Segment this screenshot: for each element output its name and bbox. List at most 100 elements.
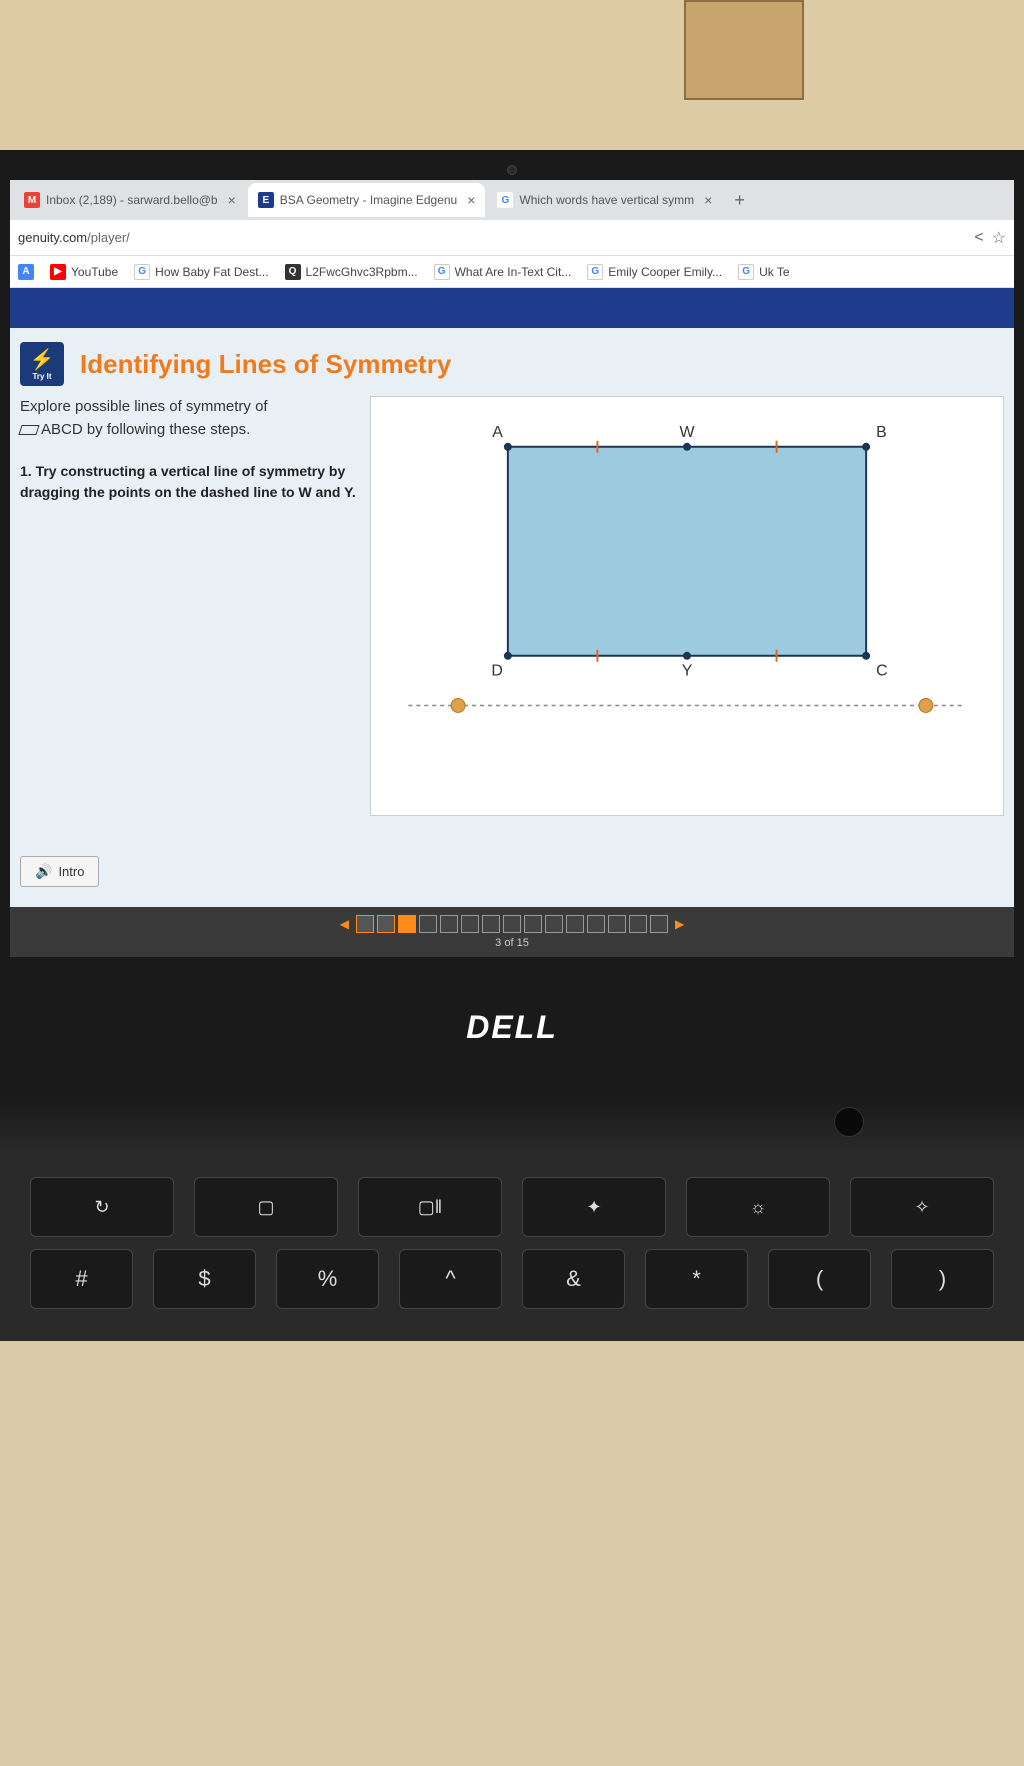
intro-label: Intro — [58, 864, 84, 879]
svg-text:B: B — [876, 424, 887, 441]
tab-title: BSA Geometry - Imagine Edgenu — [280, 193, 457, 207]
browser-tab[interactable]: G Which words have vertical symm × — [487, 183, 722, 217]
pager-step[interactable] — [440, 915, 458, 933]
close-icon[interactable]: × — [704, 192, 712, 208]
pager-step[interactable] — [608, 915, 626, 933]
pager-step[interactable] — [650, 915, 668, 933]
pager-step[interactable] — [503, 915, 521, 933]
parallelogram-icon — [18, 425, 39, 435]
tab-title: Inbox (2,189) - sarward.bello@b — [46, 193, 218, 207]
bookmark-item[interactable]: GWhat Are In-Text Cit... — [434, 264, 572, 280]
keyboard-key: # — [30, 1249, 133, 1309]
keyboard-key: $ — [153, 1249, 256, 1309]
url-display[interactable]: genuity.com/player/ — [18, 230, 966, 245]
address-bar: genuity.com/player/ < ☆ — [10, 220, 1014, 256]
browser-tab[interactable]: M Inbox (2,189) - sarward.bello@b × — [14, 183, 246, 217]
pager-step[interactable] — [524, 915, 542, 933]
bookmark-icon: G — [434, 264, 450, 280]
bookmark-item[interactable]: ▶ YouTube — [50, 264, 118, 280]
keyboard-key: ✧ — [850, 1177, 994, 1237]
pager-prev-icon[interactable]: ◀ — [336, 917, 353, 931]
pager-step[interactable] — [587, 915, 605, 933]
bookmark-item[interactable]: GHow Baby Fat Dest... — [134, 264, 268, 280]
bookmark-label: Uk Te — [759, 265, 789, 279]
close-icon[interactable]: × — [467, 192, 475, 208]
bookmark-label: L2FwcGhvc3Rpbm... — [306, 265, 418, 279]
screen: M Inbox (2,189) - sarward.bello@b × E BSA Ge… — [10, 180, 1014, 957]
keyboard-key: & — [522, 1249, 625, 1309]
tryit-label: Try It — [32, 372, 51, 381]
keyboard-key: ▢ — [194, 1177, 338, 1237]
pager-squares: ◀▶ — [336, 915, 688, 933]
tab-title: Which words have vertical symm — [519, 193, 694, 207]
svg-text:W: W — [679, 424, 694, 441]
keyboard-key: ) — [891, 1249, 994, 1309]
pager-step[interactable] — [482, 915, 500, 933]
bookmark-item[interactable]: Q L2FwcGhvc3Rpbm... — [285, 264, 418, 280]
pager-step[interactable] — [566, 915, 584, 933]
bookmark-icon: G — [738, 264, 754, 280]
laptop-chin: DELL — [10, 957, 1014, 1097]
background-cabinet — [684, 0, 804, 100]
bookmark-label: YouTube — [71, 265, 118, 279]
svg-text:Y: Y — [682, 663, 693, 680]
bookmark-item[interactable]: A — [18, 264, 34, 280]
bookmark-item[interactable]: G Uk Te — [738, 264, 789, 280]
app-header-bar — [10, 288, 1014, 328]
dell-logo: DELL — [466, 1009, 558, 1046]
keyboard-key: ↻ — [30, 1177, 174, 1237]
intro-button[interactable]: 🔊 Intro — [20, 856, 99, 887]
url-domain: genuity.com — [18, 230, 87, 245]
pager-step[interactable] — [419, 915, 437, 933]
favicon: M — [24, 192, 40, 208]
pager-step[interactable] — [545, 915, 563, 933]
hinge-button — [834, 1107, 864, 1137]
bolt-icon: ⚡ — [30, 347, 55, 372]
laptop-hinge — [0, 1097, 1024, 1157]
svg-text:A: A — [492, 424, 503, 441]
question-text: Explore possible lines of symmetry of AB… — [20, 396, 360, 441]
svg-text:D: D — [491, 663, 503, 680]
url-path: /player/ — [87, 230, 130, 245]
pager-step[interactable] — [398, 915, 416, 933]
bookmark-icon: ▶ — [50, 264, 66, 280]
bookmark-icon: G — [587, 264, 603, 280]
laptop-bezel: M Inbox (2,189) - sarward.bello@b × E BSA Ge… — [0, 150, 1024, 1097]
webcam — [507, 165, 517, 175]
pager-step[interactable] — [377, 915, 395, 933]
step-number: 1. — [20, 463, 32, 479]
share-icon[interactable]: < — [974, 229, 983, 247]
geometry-panel[interactable]: A B C D W Y — [370, 396, 1004, 816]
keyboard-key: ( — [768, 1249, 871, 1309]
pager: ◀▶ 3 of 15 — [10, 907, 1014, 957]
tryit-badge: ⚡ Try It — [20, 342, 64, 386]
bookmark-icon: Q — [285, 264, 301, 280]
bookmark-item[interactable]: GEmily Cooper Emily... — [587, 264, 722, 280]
keyboard-key: % — [276, 1249, 379, 1309]
drag-point[interactable] — [919, 699, 933, 713]
speaker-icon: 🔊 — [35, 863, 52, 880]
pager-step[interactable] — [629, 915, 647, 933]
keyboard-key: ☼ — [686, 1177, 830, 1237]
keyboard-key: ^ — [399, 1249, 502, 1309]
pager-step[interactable] — [356, 915, 374, 933]
close-icon[interactable]: × — [228, 192, 236, 208]
instructions-column: Explore possible lines of symmetry of AB… — [20, 396, 360, 816]
bookmark-star-icon[interactable]: ☆ — [992, 228, 1006, 248]
question-line1: Explore possible lines of symmetry of — [20, 396, 360, 419]
svg-text:C: C — [876, 663, 888, 680]
browser-tab[interactable]: E BSA Geometry - Imagine Edgenu × — [248, 183, 486, 217]
favicon: G — [497, 192, 513, 208]
step-text: Try constructing a vertical line of symm… — [20, 463, 356, 500]
lesson-content: ⚡ Try It Identifying Lines of Symmetry E… — [10, 328, 1014, 957]
favicon: E — [258, 192, 274, 208]
pager-step[interactable] — [461, 915, 479, 933]
bookmark-icon: A — [18, 264, 34, 280]
keyboard-key: ▢‖ — [358, 1177, 502, 1237]
pager-next-icon[interactable]: ▶ — [671, 917, 688, 931]
bookmark-icon: G — [134, 264, 150, 280]
geometry-svg[interactable]: A B C D W Y — [371, 397, 1003, 815]
drag-point[interactable] — [451, 699, 465, 713]
new-tab-button[interactable]: + — [724, 190, 755, 211]
keyboard: ↻▢▢‖✦☼✧ #$%^&*() — [0, 1157, 1024, 1341]
